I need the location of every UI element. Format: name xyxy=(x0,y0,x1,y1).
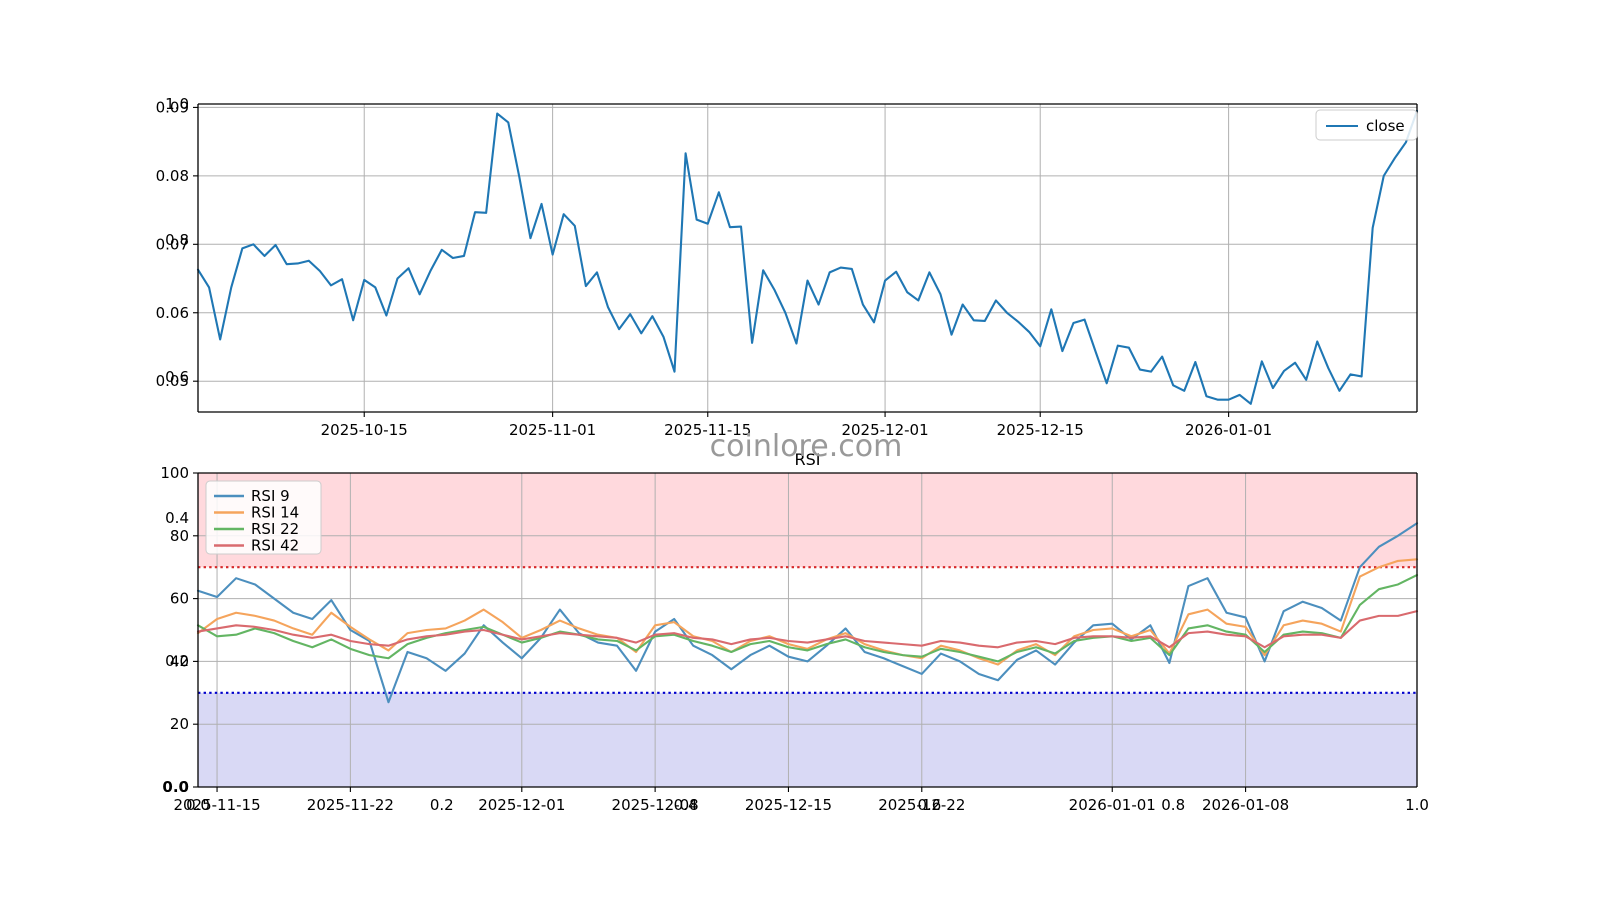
rsi-oversold-band xyxy=(198,692,1417,787)
rsi-x-tick-label: 2026-01-01 xyxy=(1069,796,1156,814)
rsi-x-tick-label-overlay: 0.0 xyxy=(186,796,210,814)
rsi-x-tick-label: 2025-11-22 xyxy=(307,796,394,814)
rsi-x-tick-label: 2025-12-15 xyxy=(745,796,832,814)
price-y-tick-label: 0.06 xyxy=(156,304,189,322)
rsi-y-tick-label: 20 xyxy=(170,715,189,733)
rsi-y-tick-label: 0 xyxy=(179,778,189,796)
price-y-axis: 0.05 0.06 0.07 0.08 0.09 0.6 0.8 1.0 xyxy=(156,95,198,390)
price-axes-spines xyxy=(197,103,1418,413)
price-y-tick-label-overlay: 0.6 xyxy=(165,368,189,386)
rsi-series-group xyxy=(196,522,1419,704)
rsi-line-rsi-14 xyxy=(196,558,1419,666)
rsi-threshold-lines xyxy=(198,566,1417,694)
watermark-coinlore: coinlore.com xyxy=(710,429,903,464)
price-gridlines xyxy=(198,104,1417,412)
price-y-tick-label-overlay: 0.8 xyxy=(165,231,189,249)
rsi-y-tick-label-overlay: 0.4 xyxy=(165,509,189,527)
rsi-overbought-band xyxy=(198,473,1417,568)
rsi-y-tick-label: 80 xyxy=(170,527,189,545)
price-close-line xyxy=(196,109,1419,405)
rsi-chart: 0 20 40 60 80 100 0.0 0.2 0.4 2025-11-15 2025-11-2… xyxy=(160,450,1429,814)
rsi-y-tick-label: 100 xyxy=(160,464,189,482)
price-legend: close xyxy=(1315,109,1418,141)
price-legend-box xyxy=(1315,109,1418,141)
price-x-tick-label: 2025-12-15 xyxy=(997,421,1084,439)
rsi-legend-label-rsi-22: RSI 22 xyxy=(251,520,299,538)
rsi-line-rsi-22 xyxy=(196,574,1419,663)
rsi-panel-title: RSI xyxy=(795,450,821,469)
price-plot-background xyxy=(198,104,1417,412)
price-legend-label-close: close xyxy=(1366,117,1405,135)
rsi-x-tick-label-overlay: 0.4 xyxy=(674,796,698,814)
price-y-tick-label: 0.08 xyxy=(156,167,189,185)
rsi-x-tick-label: 2025-12-08 xyxy=(612,796,699,814)
rsi-legend-label-rsi-9: RSI 9 xyxy=(251,487,290,505)
rsi-y-axis: 0 20 40 60 80 100 0.0 0.2 0.4 xyxy=(160,464,198,796)
price-y-tick-label: 0.07 xyxy=(156,235,189,253)
price-y-tick-label: 0.09 xyxy=(156,98,189,116)
rsi-y-tick-label-overlay: 0.2 xyxy=(165,652,189,670)
price-y-tick-label-overlay: 1.0 xyxy=(165,95,189,113)
price-x-tick-label: 2025-10-15 xyxy=(321,421,408,439)
rsi-x-tick-label: 2026-01-08 xyxy=(1202,796,1289,814)
price-x-tick-label: 2025-11-15 xyxy=(664,421,751,439)
rsi-legend-label-rsi-14: RSI 14 xyxy=(251,504,299,522)
price-x-tick-label: 2025-11-01 xyxy=(509,421,596,439)
rsi-axes-spines xyxy=(197,472,1418,788)
rsi-legend-label-rsi-42: RSI 42 xyxy=(251,537,299,555)
rsi-y-tick-label: 60 xyxy=(170,590,189,608)
rsi-x-tick-label-overlay: 0.2 xyxy=(430,796,454,814)
rsi-x-axis: 2025-11-15 2025-11-22 2025-12-01 2025-12-08… xyxy=(173,787,1429,814)
rsi-line-rsi-42 xyxy=(196,610,1419,649)
price-x-tick-label: 2026-01-01 xyxy=(1185,421,1272,439)
price-y-tick-label: 0.05 xyxy=(156,372,189,390)
rsi-x-tick-label: 2025-11-15 xyxy=(173,796,260,814)
price-x-axis: 2025-10-15 2025-11-01 2025-11-15 2025-12-01… xyxy=(321,412,1272,439)
rsi-legend-box xyxy=(205,480,322,555)
rsi-y-tick-label-overlay: 0.0 xyxy=(162,778,189,796)
rsi-x-tick-label-overlay: 0.6 xyxy=(917,796,941,814)
rsi-x-tick-label-overlay: 1.0 xyxy=(1405,796,1429,814)
rsi-x-tick-label-overlay: 0.8 xyxy=(1161,796,1185,814)
rsi-threshold-bands xyxy=(198,473,1417,787)
rsi-x-tick-label: 2025-12-22 xyxy=(878,796,965,814)
rsi-line-rsi-9 xyxy=(196,522,1419,704)
rsi-x-tick-label: 2025-12-01 xyxy=(478,796,565,814)
price-x-tick-label: 2025-12-01 xyxy=(841,421,928,439)
rsi-y-tick-label: 40 xyxy=(170,652,189,670)
